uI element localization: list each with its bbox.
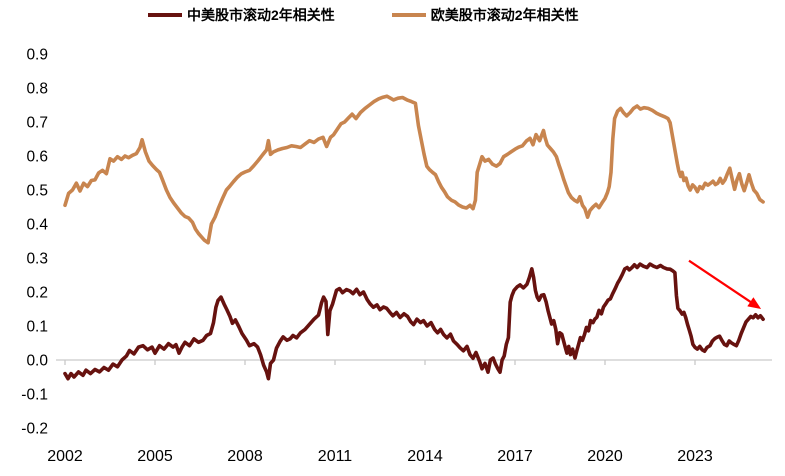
legend-label-china-us: 中美股市滚动2年相关性 — [187, 7, 335, 23]
y-tick-label: 0.2 — [26, 285, 48, 302]
y-tick-label: 0.5 — [26, 183, 48, 200]
x-tick-label: 2008 — [227, 448, 263, 465]
y-tick-label: 0.8 — [26, 81, 48, 98]
europe-us-line — [63, 94, 765, 245]
x-tick-label: 2005 — [137, 448, 173, 465]
x-tick-label: 2017 — [497, 448, 533, 465]
y-tick-label: 0.6 — [26, 149, 48, 166]
trend-arrow — [688, 259, 762, 309]
y-tick-label: 0.0 — [26, 353, 48, 370]
y-tick-label: 0.3 — [26, 251, 48, 268]
china-us-line — [63, 262, 765, 381]
y-tick-label: -0.1 — [21, 387, 48, 404]
chart-legend: 中美股市滚动2年相关性 欧美股市滚动2年相关性 — [148, 6, 579, 24]
y-tick-label: -0.2 — [21, 421, 48, 438]
y-tick-label: 0.4 — [26, 217, 48, 234]
legend-label-europe-us: 欧美股市滚动2年相关性 — [430, 7, 579, 23]
x-tick-label: 2011 — [318, 448, 353, 465]
y-tick-label: 0.7 — [26, 115, 48, 132]
legend-item-china-us: 中美股市滚动2年相关性 — [148, 5, 335, 25]
legend-item-europe-us: 欧美股市滚动2年相关性 — [391, 5, 579, 25]
legend-swatch-china-us-icon — [148, 13, 182, 17]
x-tick-label: 2023 — [677, 448, 713, 465]
legend-swatch-europe-us-icon — [391, 13, 426, 17]
y-tick-label: 0.9 — [26, 47, 48, 64]
x-tick-label: 2002 — [47, 448, 83, 465]
x-tick-label: 2014 — [407, 448, 443, 465]
x-tick-label: 2020 — [587, 448, 623, 465]
y-tick-label: 0.1 — [26, 319, 48, 336]
